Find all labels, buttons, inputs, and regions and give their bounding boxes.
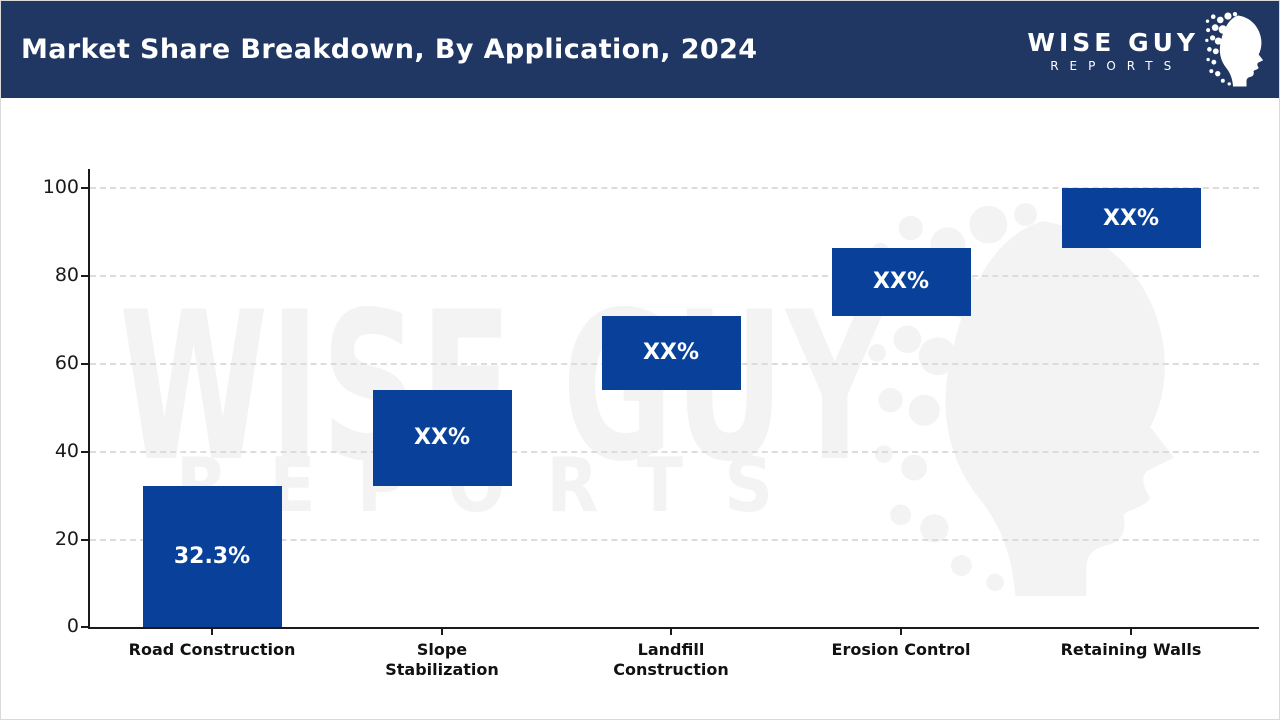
x-category-label-erosion-control: Erosion Control [786, 640, 1016, 660]
header-bar: Market Share Breakdown, By Application, … [1, 1, 1279, 98]
y-tick-mark-0 [81, 626, 88, 629]
x-tick-mark-retaining-walls [1130, 628, 1132, 635]
y-tick-mark-20 [81, 538, 88, 541]
x-category-label-line: Landfill [637, 640, 705, 659]
x-tick-mark-landfill-construction [670, 628, 672, 635]
x-category-label-line: Erosion Control [831, 640, 971, 659]
brand-logo-text: WISE GUY REPORTS [1027, 28, 1199, 73]
bar-value-label-slope-stabilization: XX% [414, 425, 470, 451]
y-tick-label-40: 40 [54, 439, 79, 462]
gridline-40 [90, 450, 1259, 453]
x-category-label-line: Retaining Walls [1060, 640, 1202, 659]
y-tick-mark-60 [81, 362, 88, 365]
bar-retaining-walls: XX% [1061, 188, 1201, 249]
x-category-label-line: Stabilization [385, 660, 499, 679]
gridline-100 [90, 187, 1259, 190]
x-category-label-slope-stabilization: Slope Stabilization [327, 640, 557, 680]
brand-logo: WISE GUY REPORTS [1027, 7, 1267, 93]
x-category-label-road-construction: Road Construction [97, 640, 327, 660]
bar-road-construction: 32.3% [142, 485, 282, 628]
bar-value-label-erosion-control: XX% [873, 269, 929, 295]
bar-value-label-retaining-walls: XX% [1103, 205, 1159, 231]
y-tick-label-60: 60 [54, 351, 79, 374]
brand-logo-face-icon [1205, 11, 1264, 87]
y-tick-mark-100 [81, 187, 88, 190]
gridline-80 [90, 275, 1259, 278]
x-axis-line [88, 627, 1259, 629]
x-category-label-landfill-construction: Landfill Construction [556, 640, 786, 680]
y-tick-label-80: 80 [54, 264, 79, 287]
gridline-20 [90, 538, 1259, 541]
x-category-label-line: Slope [416, 640, 468, 659]
y-tick-label-100: 100 [42, 176, 79, 199]
bar-value-label-landfill-construction: XX% [643, 340, 699, 366]
brand-logo-reports: REPORTS [1050, 58, 1183, 73]
bar-slope-stabilization: XX% [372, 390, 512, 486]
chart-title: Market Share Breakdown, By Application, … [21, 34, 758, 65]
bar-value-label-road-construction: 32.3% [173, 543, 251, 569]
y-tick-label-0: 0 [66, 615, 79, 638]
y-tick-mark-40 [81, 450, 88, 453]
bar-landfill-construction: XX% [601, 315, 741, 391]
y-tick-label-20: 20 [54, 527, 79, 550]
y-axis-line [88, 169, 90, 629]
y-tick-mark-80 [81, 275, 88, 278]
bar-erosion-control: XX% [831, 248, 971, 316]
x-tick-mark-erosion-control [900, 628, 902, 635]
x-tick-mark-road-construction [211, 628, 213, 635]
x-tick-mark-slope-stabilization [441, 628, 443, 635]
x-category-label-line: Road Construction [128, 640, 296, 659]
brand-logo-wise-guy: WISE GUY [1027, 27, 1199, 57]
x-category-label-retaining-walls: Retaining Walls [1016, 640, 1246, 660]
x-category-label-line: Construction [613, 660, 729, 679]
